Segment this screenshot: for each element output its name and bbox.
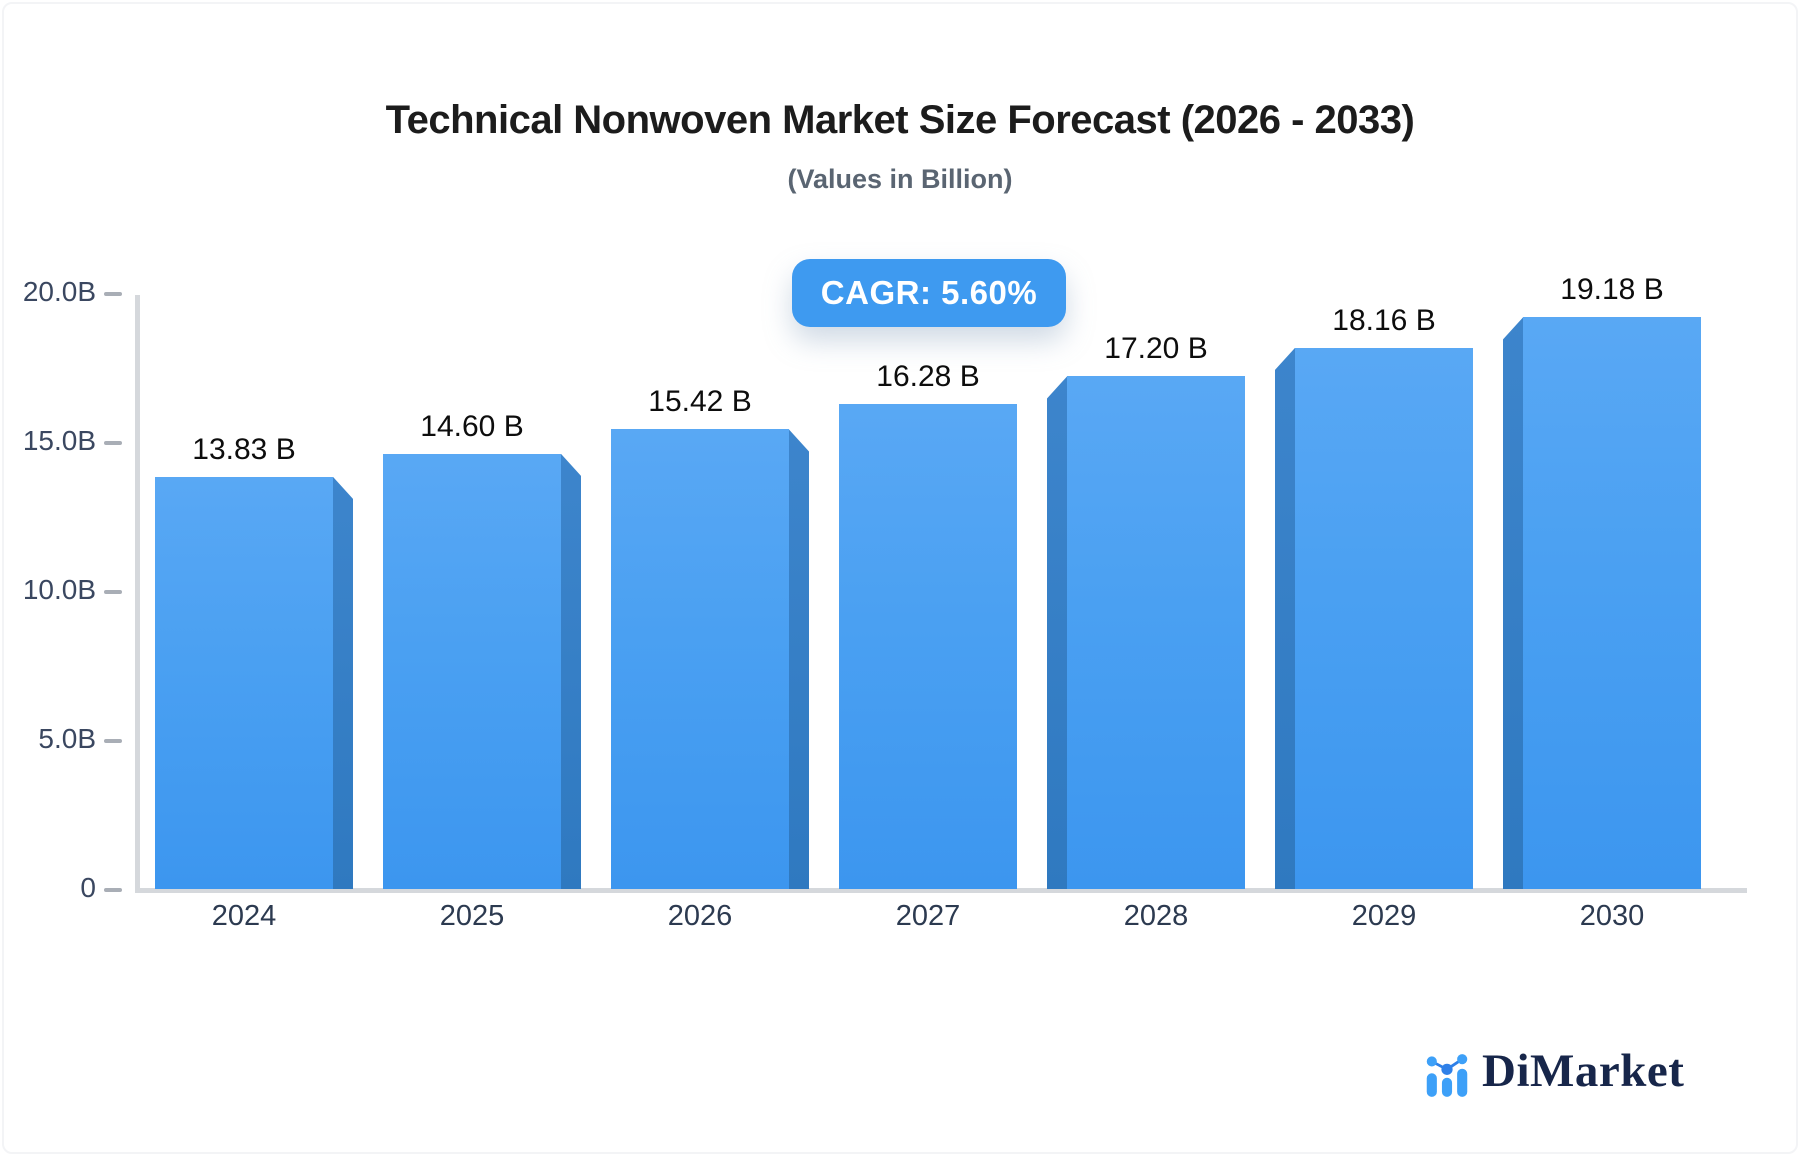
y-axis-tick [104,441,122,445]
x-axis-label-2029: 2029 [1351,900,1417,932]
x-axis-label-2026: 2026 [667,900,733,932]
bar-value-label: 14.60 B [420,409,524,443]
x-axis-label-2025: 2025 [439,900,505,932]
x-axis-label-2024: 2024 [211,900,277,932]
bar-2025 [383,453,561,889]
y-axis-tick-label: 0 [80,872,96,903]
y-axis-tick-label: 10.0B [22,574,96,605]
x-axis-label-2030: 2030 [1579,900,1645,932]
bar-2027 [839,403,1017,889]
bar-2030 [1523,317,1701,889]
bar-2029 [1295,347,1473,889]
bar-value-label: 17.20 B [1104,332,1208,366]
bar-value-label: 19.18 B [1560,273,1664,307]
bar-side-2024 [333,476,353,889]
bar-side-2029 [1275,347,1295,889]
brand-name: DiMarket [1482,1045,1685,1097]
bar-side-2026 [789,429,809,889]
bar-value-label: 18.16 B [1332,303,1436,337]
y-axis-tick-label: 20.0B [22,276,96,307]
brand-logo: DiMarket [1422,1040,1684,1102]
y-axis-tick-label: 15.0B [22,425,96,456]
y-axis-tick-label: 5.0B [38,723,96,754]
chart-subtitle: (Values in Billion) [787,164,1013,194]
bar-2028 [1067,376,1245,889]
bar-value-label: 16.28 B [876,359,980,393]
chart-title: Technical Nonwoven Market Size Forecast … [385,98,1415,142]
bar-value-label: 13.83 B [192,432,296,466]
y-axis-line [135,295,140,893]
y-axis-tick [104,590,122,594]
x-axis-label-2027: 2027 [895,900,961,932]
y-axis-tick [104,739,122,743]
cagr-badge: CAGR: 5.60% [792,259,1066,327]
dimarket-logo-icon [1426,1054,1468,1097]
bar-side-2028 [1047,376,1067,889]
y-axis-tick [104,292,122,296]
bar-chart-plot-area: 0 5.0B 10.0B 15.0B 20.0B 13.83 B 2024 14.60 B 20… [4,4,1796,1152]
x-axis-baseline [137,888,1747,893]
y-axis-tick [104,888,122,892]
x-axis-label-2028: 2028 [1123,900,1189,932]
cagr-badge-label: CAGR: 5.60% [820,274,1038,311]
bar-side-2025 [561,453,581,889]
bar-2024 [155,476,333,889]
bar-value-label: 15.42 B [648,385,752,419]
bar-2026 [611,429,789,889]
bar-side-2030 [1503,317,1523,889]
